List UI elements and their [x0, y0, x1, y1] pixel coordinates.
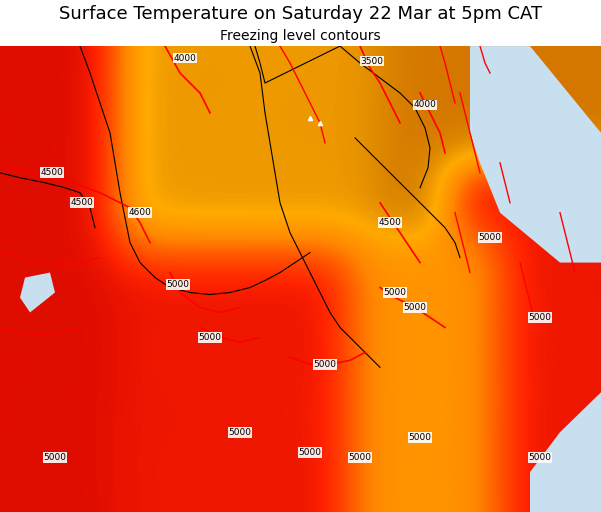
Text: 4500: 4500: [40, 168, 64, 177]
Text: 4500: 4500: [379, 218, 401, 227]
Text: Surface Temperature on Saturday 22 Mar at 5pm CAT: Surface Temperature on Saturday 22 Mar a…: [59, 5, 542, 23]
Text: 5000: 5000: [314, 360, 337, 369]
Text: 4600: 4600: [129, 208, 151, 217]
Text: 4000: 4000: [174, 54, 197, 62]
Text: 5000: 5000: [299, 447, 322, 457]
Text: 5000: 5000: [166, 280, 189, 289]
Text: 5000: 5000: [383, 288, 406, 297]
Text: 5000: 5000: [349, 453, 371, 462]
Text: 5000: 5000: [528, 453, 552, 462]
Polygon shape: [530, 392, 601, 512]
Polygon shape: [470, 46, 601, 263]
Text: 5000: 5000: [198, 333, 222, 342]
Text: 5000: 5000: [403, 303, 427, 312]
Text: Freezing level contours: Freezing level contours: [220, 29, 381, 43]
Text: 4000: 4000: [413, 100, 436, 110]
Text: 5000: 5000: [43, 453, 67, 462]
Text: 5000: 5000: [528, 313, 552, 322]
Text: 5000: 5000: [409, 433, 432, 442]
Text: 5000: 5000: [478, 233, 501, 242]
Polygon shape: [20, 272, 55, 312]
Text: 5000: 5000: [228, 428, 251, 437]
Text: 4500: 4500: [70, 198, 93, 207]
Text: 3500: 3500: [361, 56, 383, 66]
